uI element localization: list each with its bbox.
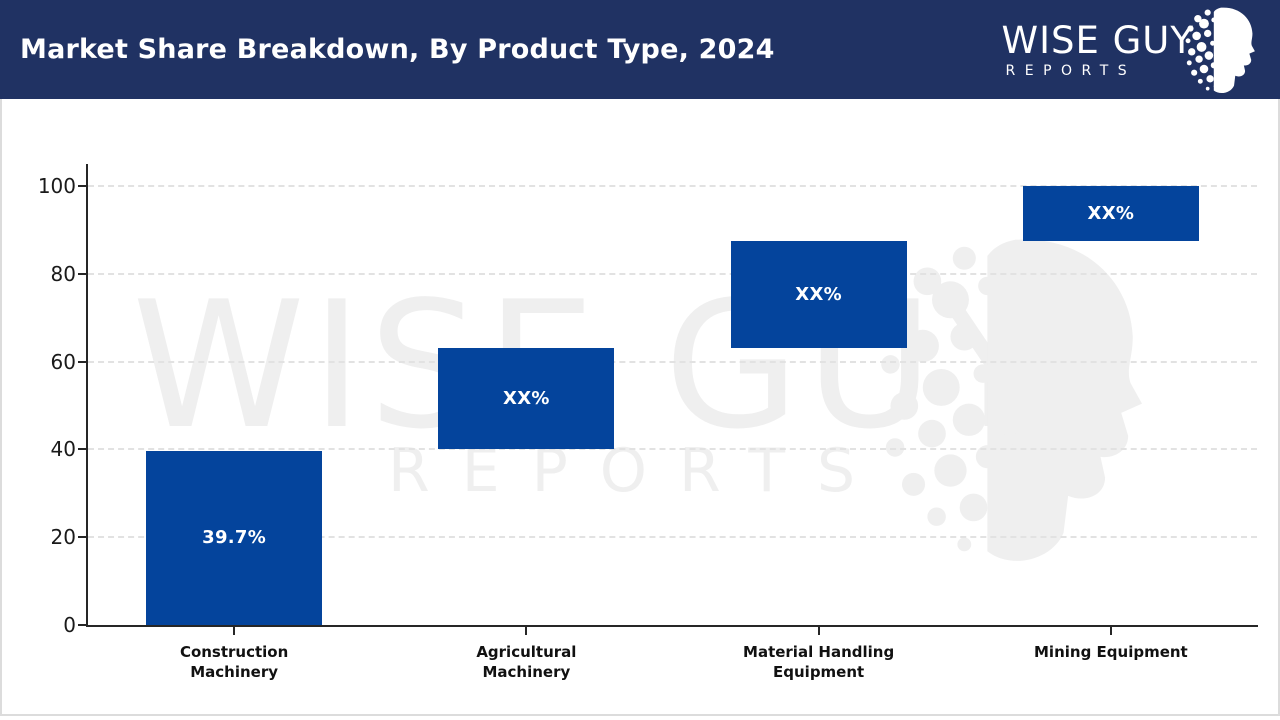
gridline-y-100 <box>88 185 1257 187</box>
brand-logo: WISE GUY REPORTS <box>1002 4 1266 96</box>
y-axis-line <box>86 164 88 627</box>
x-axis-tick-0 <box>233 627 236 635</box>
bar-mining-equipment: XX% <box>1022 186 1199 241</box>
gridline-y-60 <box>88 360 1257 363</box>
bar-value-label: XX% <box>1087 202 1135 224</box>
x-axis-tick-1 <box>525 627 528 635</box>
y-axis-tick-label: 100 <box>37 174 76 198</box>
y-axis-tick-label: 80 <box>50 261 76 286</box>
y-axis-tick-label: 40 <box>50 437 76 462</box>
y-axis-tick-20 <box>78 536 86 539</box>
gridline-y-20 <box>88 536 1257 539</box>
x-category-label: Material Handling Equipment <box>743 643 895 681</box>
y-axis-tick-100 <box>78 185 86 187</box>
y-axis-tick-0 <box>78 624 86 626</box>
x-axis-tick-2 <box>817 627 820 635</box>
x-axis-line <box>86 625 1258 627</box>
y-axis-tick-label: 0 <box>63 613 76 637</box>
y-axis-tick-label: 20 <box>50 525 76 550</box>
y-axis-tick-60 <box>78 360 86 363</box>
watermark-subtitle: REPORTS <box>388 436 888 506</box>
logo-head-icon <box>1185 7 1255 94</box>
bar-value-label: XX% <box>503 388 550 410</box>
gridline-y-80 <box>88 272 1257 275</box>
x-category-label: Construction Machinery <box>179 643 289 681</box>
logo-wordmark-text: WISE GUY <box>1001 19 1194 63</box>
gridline-y-40 <box>88 448 1257 451</box>
bar-value-label: 39.7% <box>202 527 267 549</box>
header: Market Share Breakdown, By Product Type,… <box>0 0 1280 99</box>
x-category-label: Agricultural Machinery <box>476 643 577 681</box>
y-axis-tick-40 <box>78 448 86 451</box>
bar-value-label: XX% <box>795 284 842 306</box>
y-axis-tick-80 <box>78 272 86 275</box>
logo-wordmark: WISE GUY REPORTS <box>1001 19 1194 79</box>
y-axis-tick-label: 60 <box>50 349 76 374</box>
x-category-label: Mining Equipment <box>1034 643 1188 661</box>
page-title: Market Share Breakdown, By Product Type,… <box>20 34 775 65</box>
watermark-head-icon <box>881 239 1142 561</box>
bar-material-handling-equipment: XX% <box>730 240 907 349</box>
logo-subtitle-text: REPORTS <box>1005 62 1137 79</box>
bar-agricultural-machinery: XX% <box>438 348 615 450</box>
x-axis-tick-3 <box>1109 627 1112 635</box>
bar-construction-machinery: 39.7% <box>146 450 323 625</box>
